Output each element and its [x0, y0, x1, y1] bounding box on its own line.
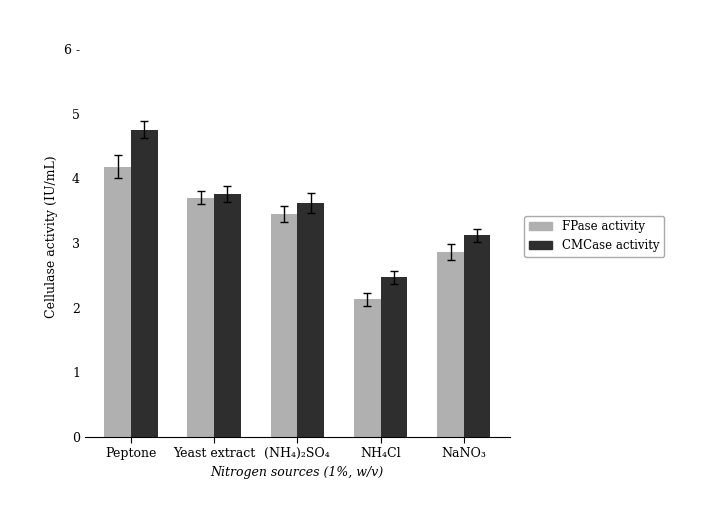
Legend: FPase activity, CMCase activity: FPase activity, CMCase activity [524, 216, 664, 257]
Bar [270, 214, 297, 437]
Bar [131, 130, 158, 437]
Bar [437, 252, 464, 437]
Bar [381, 277, 407, 437]
Y-axis label: Cellulase activity (IU/mL): Cellulase activity (IU/mL) [45, 155, 59, 318]
Bar [214, 194, 241, 437]
Bar [354, 299, 381, 437]
Bar [104, 167, 131, 437]
X-axis label: Nitrogen sources (1%, w/v): Nitrogen sources (1%, w/v) [211, 466, 384, 479]
Bar [464, 235, 491, 437]
Bar [188, 198, 214, 437]
Bar [297, 203, 324, 437]
